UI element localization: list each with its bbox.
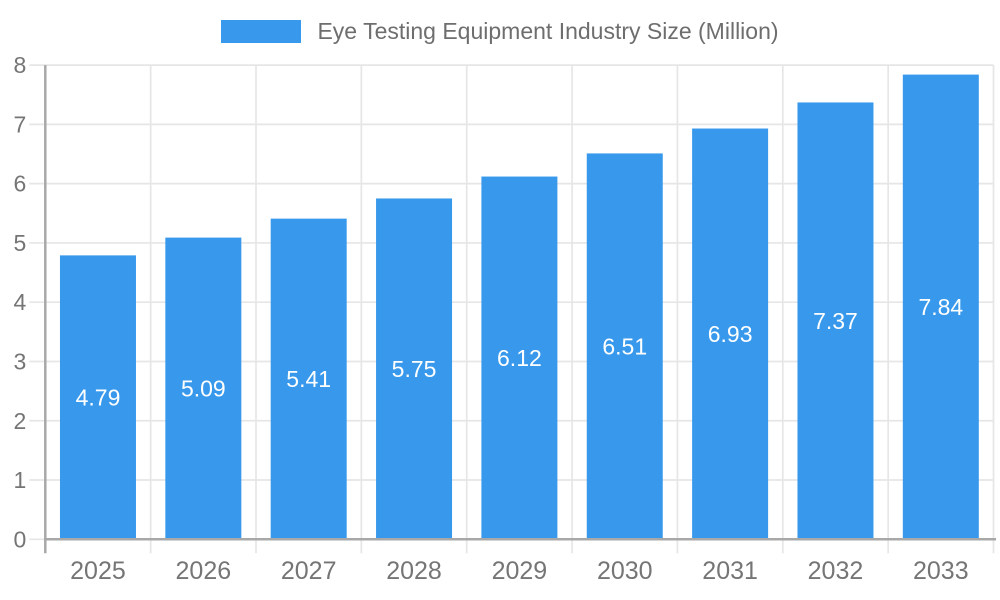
chart-title: Eye Testing Equipment Industry Size (Mil… xyxy=(317,18,779,44)
bar-value-label: 5.41 xyxy=(286,366,331,392)
y-axis-label: 4 xyxy=(14,289,27,315)
bar-value-label: 7.37 xyxy=(813,308,858,334)
bar xyxy=(797,102,874,540)
bar-value-label: 5.09 xyxy=(181,375,226,401)
y-axis-label: 3 xyxy=(14,348,27,374)
x-axis-label: 2032 xyxy=(808,557,864,585)
chart-legend: Eye Testing Equipment Industry Size (Mil… xyxy=(0,17,1000,45)
x-axis-label: 2029 xyxy=(492,557,548,585)
x-axis-label: 2026 xyxy=(176,557,232,585)
bar xyxy=(692,128,769,540)
y-axis-label: 2 xyxy=(14,408,27,434)
y-axis-label: 0 xyxy=(14,526,27,552)
x-axis-label: 2033 xyxy=(913,557,969,585)
legend-swatch xyxy=(221,19,302,43)
bar xyxy=(902,74,979,540)
bar-value-label: 4.79 xyxy=(76,384,121,410)
bar xyxy=(376,198,453,540)
bar-value-label: 6.51 xyxy=(602,333,647,359)
y-axis-label: 8 xyxy=(14,52,27,78)
bar-value-label: 5.75 xyxy=(392,356,437,382)
bar-value-label: 6.93 xyxy=(708,321,753,347)
y-axis-label: 1 xyxy=(14,467,27,493)
x-axis-label: 2027 xyxy=(281,557,337,585)
bar xyxy=(59,255,136,540)
x-axis-label: 2028 xyxy=(386,557,442,585)
x-axis-label: 2030 xyxy=(597,557,653,585)
bar xyxy=(481,176,558,540)
y-axis-label: 5 xyxy=(14,230,27,256)
x-axis-label: 2031 xyxy=(702,557,758,585)
bar xyxy=(270,218,347,540)
bar xyxy=(586,153,663,540)
bar-value-label: 6.12 xyxy=(497,345,542,371)
y-axis-label: 6 xyxy=(14,171,27,197)
bar-value-label: 7.84 xyxy=(918,294,963,320)
bar xyxy=(165,237,242,540)
y-axis-label: 7 xyxy=(14,111,27,137)
x-axis-label: 2025 xyxy=(70,557,126,585)
